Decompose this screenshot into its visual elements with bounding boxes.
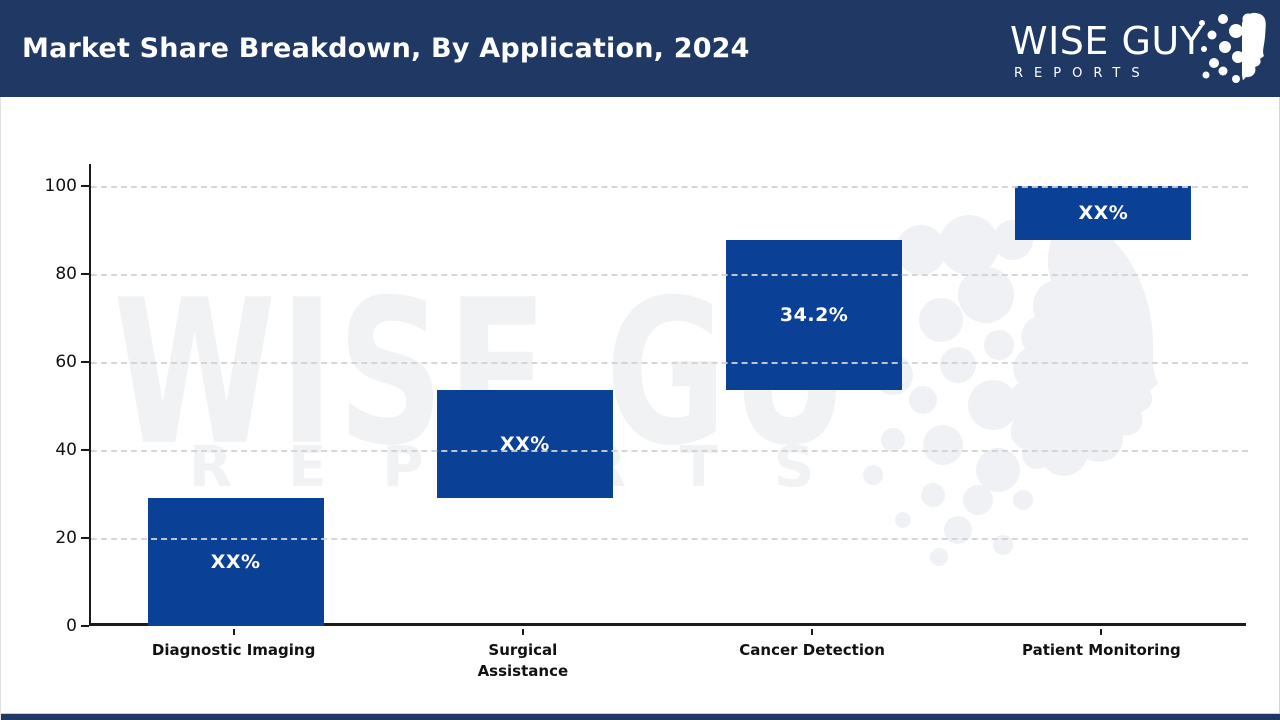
y-tick-label-100: 100	[44, 176, 77, 196]
y-tick-mark	[81, 361, 89, 363]
footer-hairline	[1, 713, 1280, 714]
plot-area: XX% XX% 34.2% XX%	[89, 164, 1248, 626]
header-banner: Market Share Breakdown, By Application, …	[0, 0, 1280, 97]
logo-subtext: REPORTS	[1014, 66, 1151, 81]
bar-segment-2	[726, 239, 903, 391]
y-tick-mark	[81, 625, 89, 627]
bar-segment-3	[1015, 186, 1192, 240]
bar-value-label: XX%	[1078, 201, 1129, 224]
y-tick-label-20: 20	[55, 528, 77, 548]
y-tick-label-80: 80	[55, 264, 77, 284]
bar-value-label: XX%	[499, 433, 550, 456]
wiseguy-head-icon	[1199, 12, 1266, 83]
x-tick-mark	[811, 629, 814, 635]
bar-segment-0	[147, 497, 324, 626]
x-tick-mark	[521, 629, 524, 635]
y-tick-label-60: 60	[55, 352, 77, 372]
gridline-80	[91, 274, 1248, 276]
y-tick-mark	[81, 273, 89, 275]
gridline-60	[91, 362, 1248, 364]
category-label-2: Cancer Detection	[739, 641, 885, 659]
x-tick-mark	[232, 629, 235, 635]
gridline-100	[91, 186, 1248, 188]
category-label-1: Surgical Assistance	[477, 641, 569, 680]
y-tick-mark	[81, 185, 89, 187]
chart-canvas: WISE GU REPORTS XX%XX%34.2%XX% 020406080…	[0, 97, 1280, 720]
y-tick-label-0: 0	[66, 616, 77, 636]
y-tick-mark	[81, 537, 89, 539]
gridline-40	[91, 450, 1248, 452]
y-tick-label-40: 40	[55, 440, 77, 460]
footer-brand-bar	[1, 714, 1280, 720]
category-label-0: Diagnostic Imaging	[151, 641, 316, 659]
logo-wordmark-text: WISE GUY	[1010, 19, 1204, 63]
x-tick-mark	[1100, 629, 1103, 635]
category-label-3: Patient Monitoring	[1021, 641, 1181, 659]
bar-segment-1	[436, 390, 613, 498]
y-tick-mark	[81, 449, 89, 451]
gridline-20	[91, 538, 1248, 540]
page-title: Market Share Breakdown, By Application, …	[22, 33, 750, 64]
bar-value-label: 34.2%	[779, 303, 849, 326]
wiseguy-reports-logo: WISE GUY REPORTS	[1010, 12, 1266, 83]
bar-value-label: XX%	[210, 550, 261, 573]
